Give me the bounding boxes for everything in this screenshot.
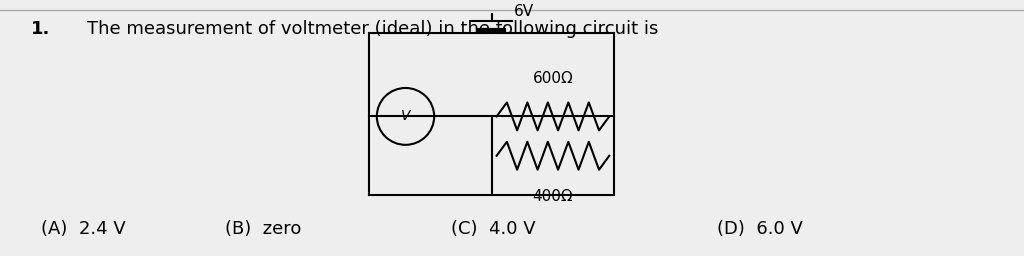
Text: (B)  zero: (B) zero [225, 220, 302, 238]
Text: (D)  6.0 V: (D) 6.0 V [717, 220, 803, 238]
Text: (A)  2.4 V: (A) 2.4 V [41, 220, 126, 238]
Text: The measurement of voltmeter (ideal) in the following circuit is: The measurement of voltmeter (ideal) in … [87, 20, 658, 38]
Text: 600Ω: 600Ω [532, 71, 573, 86]
Text: V: V [400, 109, 411, 123]
Text: 1.: 1. [31, 20, 50, 38]
Text: 6V: 6V [514, 4, 535, 19]
Text: 400Ω: 400Ω [532, 189, 573, 204]
Text: (C)  4.0 V: (C) 4.0 V [451, 220, 536, 238]
